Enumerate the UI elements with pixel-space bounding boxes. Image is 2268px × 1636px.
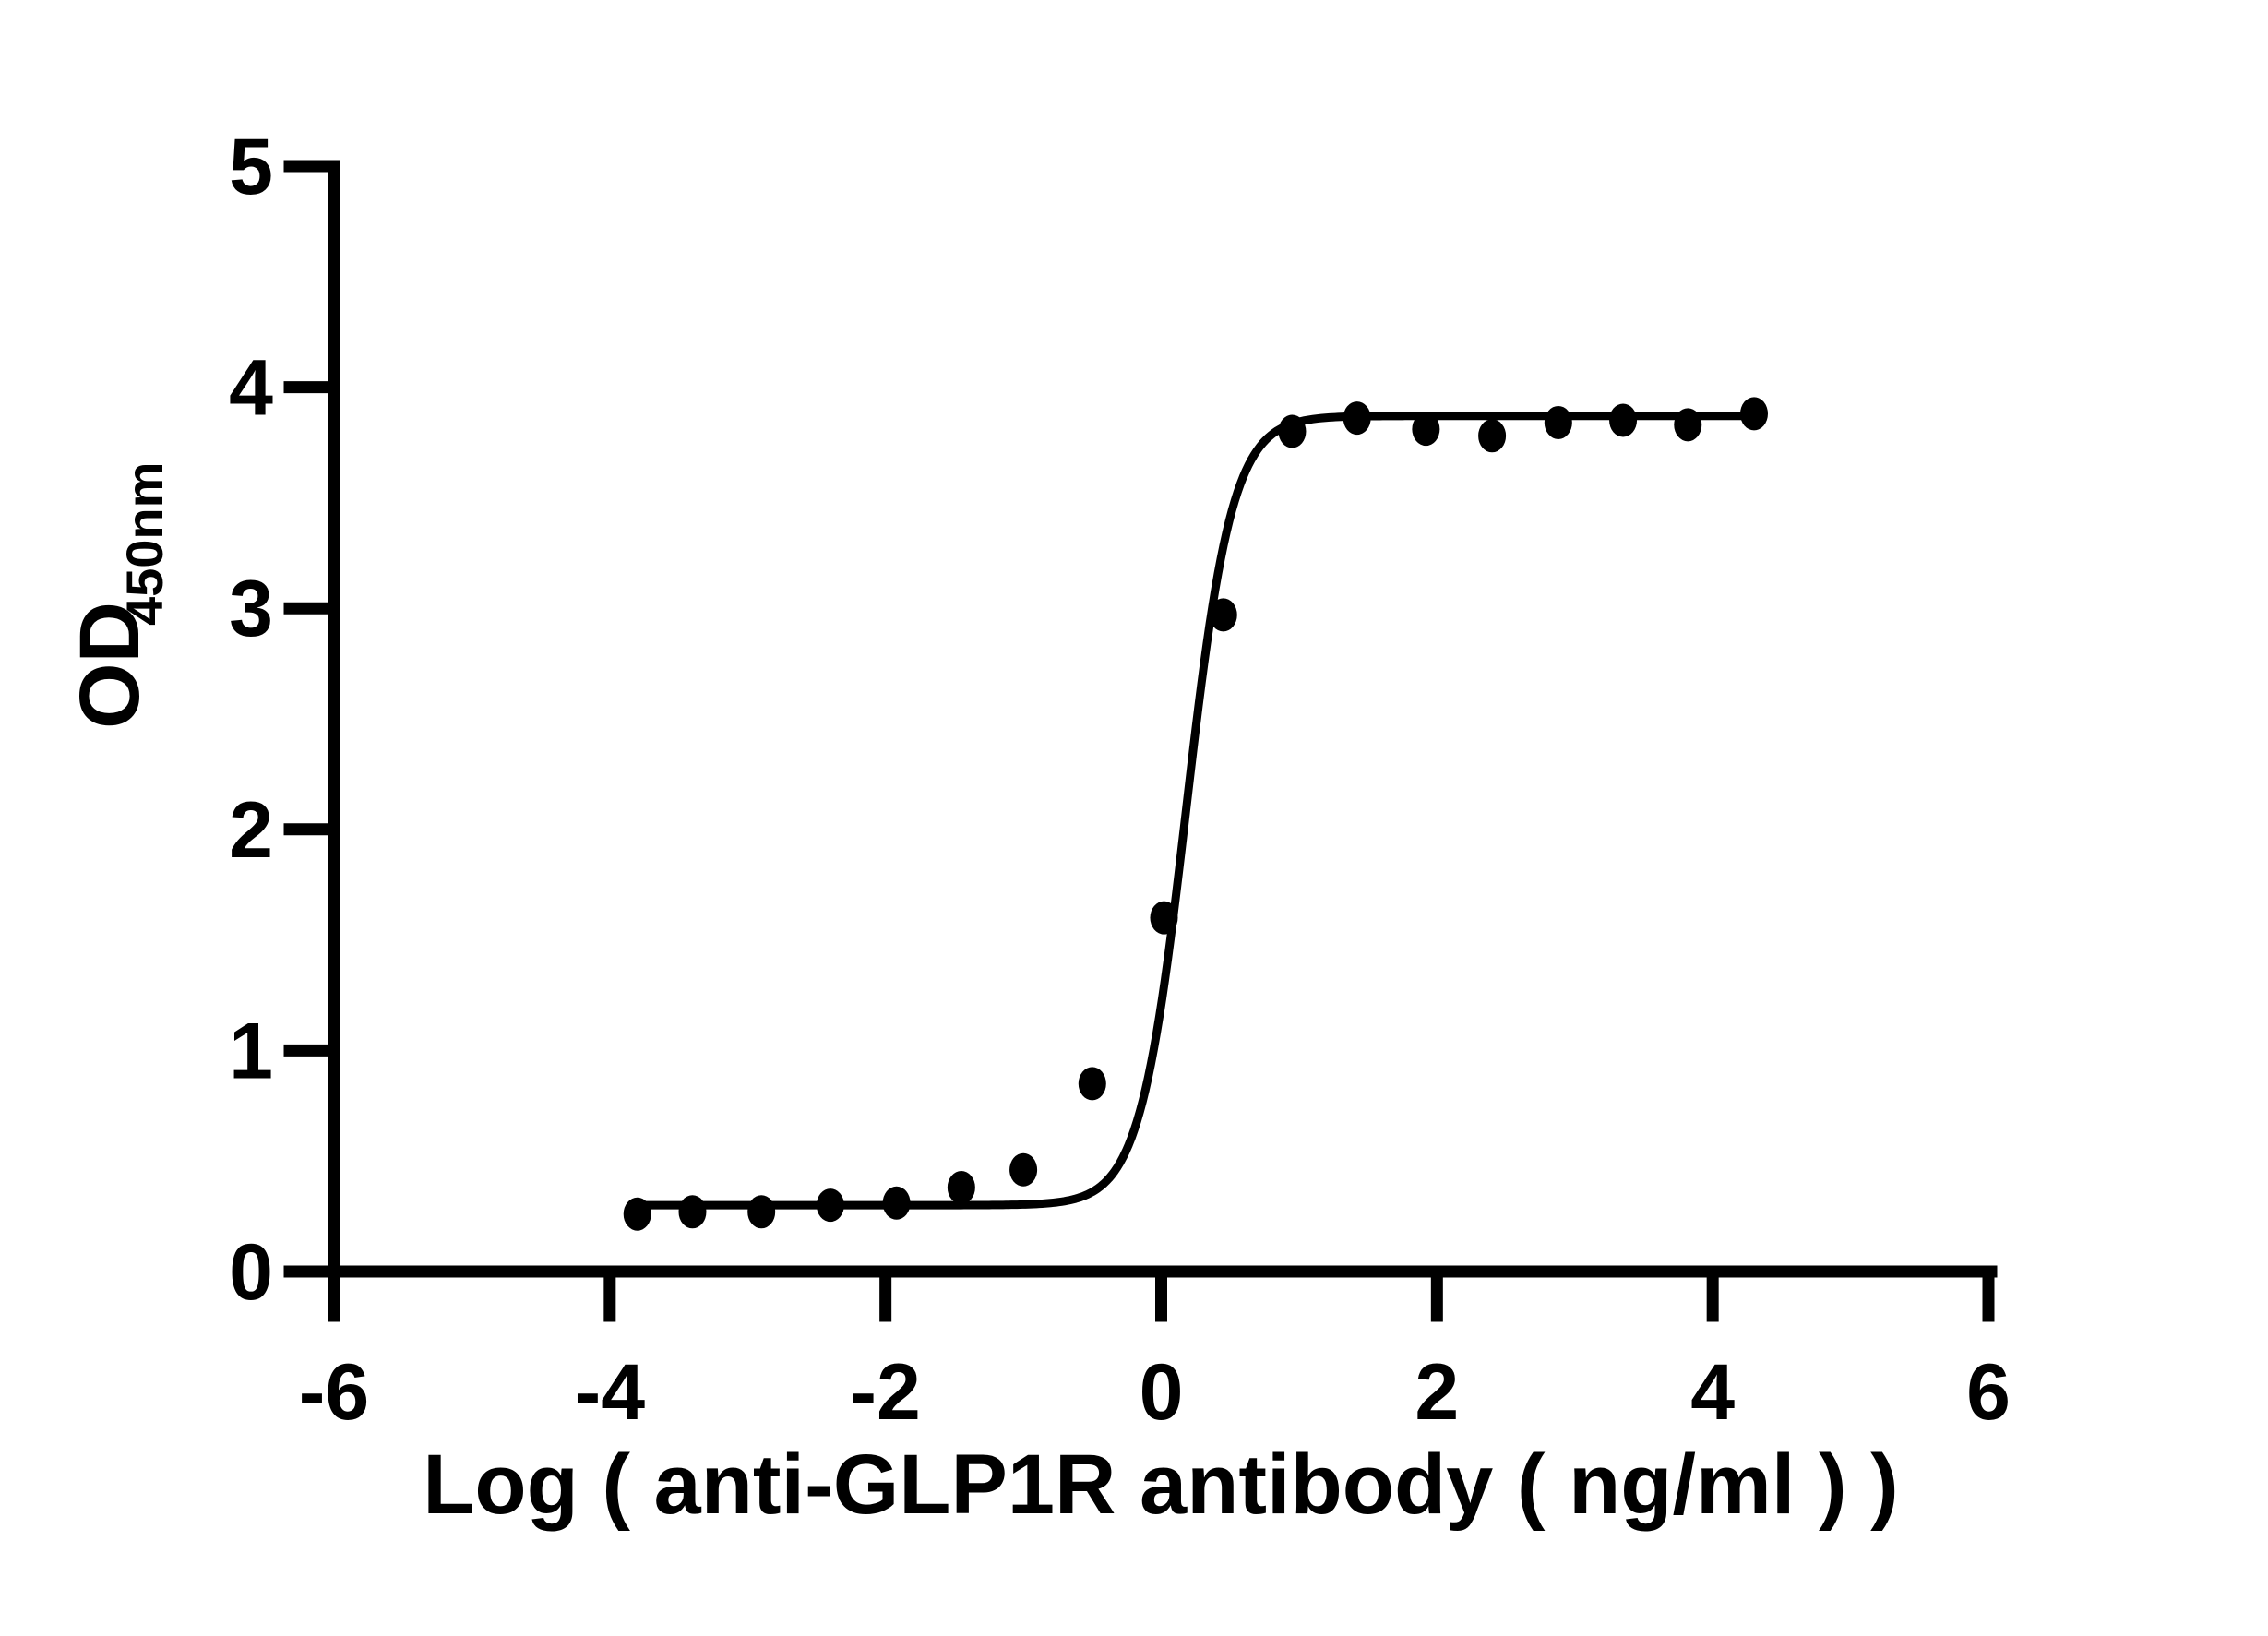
data-point [947, 1170, 975, 1204]
data-point [678, 1195, 707, 1229]
data-point [1609, 403, 1638, 437]
data-point [1674, 408, 1702, 442]
x-tick-label: -4 [575, 1348, 646, 1437]
x-axis-tick-labels: -6 -4 -2 0 2 4 6 [299, 1348, 2011, 1437]
y-tick-label: 0 [229, 1228, 273, 1317]
x-tick-label: -6 [299, 1348, 369, 1437]
data-point [816, 1188, 844, 1223]
y-tick-label: 5 [229, 123, 273, 211]
data-point [1150, 901, 1178, 935]
data-point [1209, 598, 1237, 632]
y-axis-tick-labels: 0 1 2 3 4 5 [229, 123, 273, 1317]
y-tick-label: 4 [229, 344, 273, 433]
data-point [623, 1197, 651, 1231]
x-tick-label: 6 [1966, 1348, 2011, 1437]
y-tick-label: 2 [229, 786, 273, 875]
data-point [1478, 419, 1507, 453]
data-point [747, 1195, 776, 1229]
data-point [1412, 412, 1440, 447]
fit-curve-path [633, 412, 1759, 1210]
x-tick-label: 0 [1140, 1348, 1184, 1437]
x-tick-label: 4 [1690, 1348, 1735, 1437]
y-tick-label: 1 [229, 1007, 273, 1095]
x-axis-title: Log ( anti-GLP1R antibody ( ng/ml ) ) [423, 1438, 1899, 1532]
data-point [1009, 1152, 1038, 1187]
y-axis-title: OD 450nm [63, 462, 173, 729]
x-axis-ticks [328, 1265, 1995, 1322]
data-point [1278, 414, 1307, 448]
data-point-markers [623, 397, 1768, 1231]
data-point [882, 1186, 911, 1220]
data-point [1078, 1067, 1106, 1101]
axes-group [322, 160, 1998, 1278]
x-tick-label: -2 [850, 1348, 920, 1437]
data-point [1343, 401, 1371, 436]
y-axis-ticks [283, 160, 340, 1278]
data-point [1544, 405, 1572, 439]
y-axis-title-subscript: 450nm [115, 462, 173, 626]
y-tick-label: 3 [229, 565, 273, 653]
data-point [1739, 397, 1768, 431]
y-axis-title-main: OD [63, 602, 157, 729]
x-tick-label: 2 [1415, 1348, 1459, 1437]
